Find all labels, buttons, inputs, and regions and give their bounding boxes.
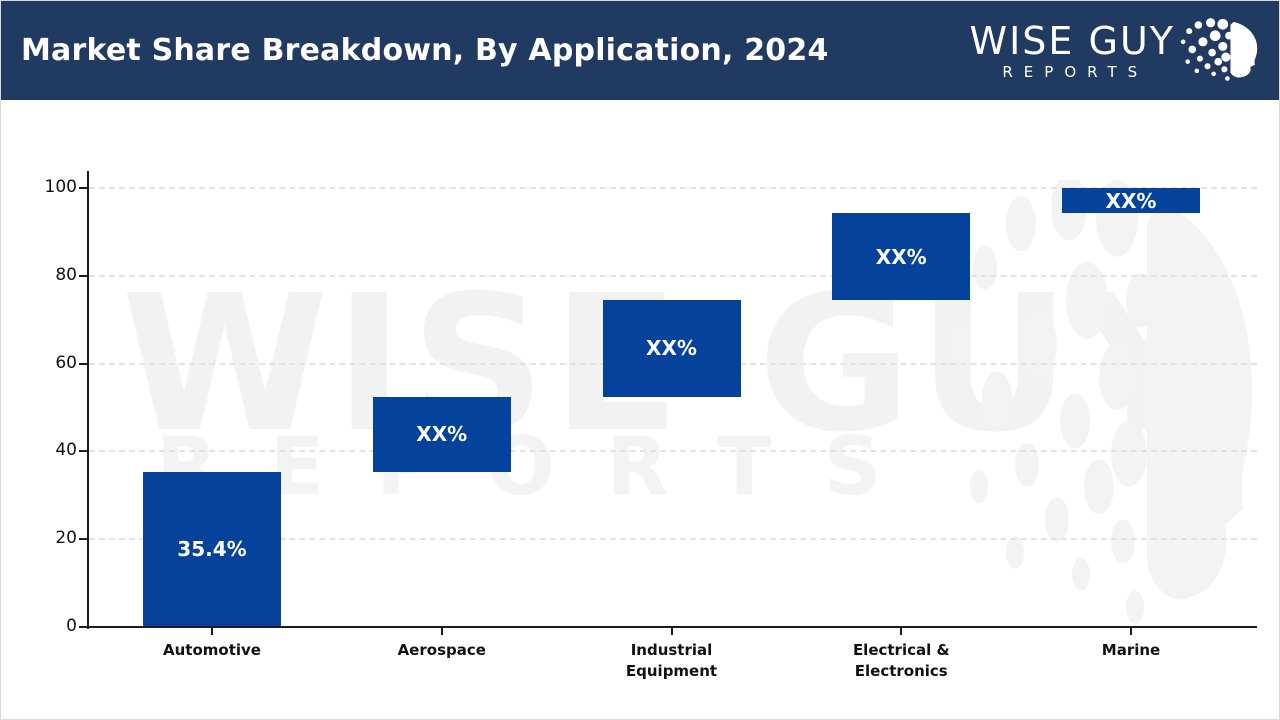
x-label-automotive: Automotive	[163, 641, 261, 659]
y-tick-40	[79, 450, 89, 453]
x-label-aerospace: Aerospace	[397, 641, 486, 659]
logo-head-icon	[1180, 17, 1258, 81]
x-label-marine: Marine	[1101, 641, 1161, 659]
y-tick-label-20: 20	[55, 528, 77, 549]
y-axis-spine	[87, 171, 89, 629]
x-tick-aerospace	[440, 628, 443, 635]
x-tick-electrical-electronics	[900, 628, 903, 635]
y-tick-label-80: 80	[55, 264, 77, 285]
y-tick-label-100: 100	[44, 177, 77, 197]
gridline-80	[89, 274, 1257, 277]
x-tick-automotive	[211, 628, 213, 635]
x-tick-marine	[1130, 628, 1132, 635]
bar-value-label: XX%	[646, 336, 697, 361]
y-tick-0	[79, 626, 89, 628]
bar-marine: XX%	[1062, 188, 1200, 214]
chart-canvas: WISE GUY REPORTS 0 20 40 60 80 100 35.4% Automo…	[1, 100, 1279, 719]
header: Market Share Breakdown, By Application, …	[1, 1, 1279, 100]
logo-wordmark: WISE GUY	[969, 18, 1175, 63]
logo-text: WISE GUY REPORTS	[970, 21, 1175, 81]
gridline-40	[89, 450, 1257, 453]
gridline-100	[89, 187, 1257, 189]
y-tick-label-60: 60	[55, 352, 77, 373]
y-tick-60	[79, 362, 89, 365]
bar-industrial-equipment: XX%	[602, 300, 741, 397]
gridline-20	[89, 538, 1257, 541]
y-tick-80	[79, 274, 89, 277]
x-label-industrial-equipment: Industrial Equipment	[625, 641, 718, 680]
bar-aerospace: XX%	[372, 396, 511, 472]
bar-value-label: XX%	[1105, 188, 1157, 213]
y-tick-label-40: 40	[55, 440, 77, 461]
bar-electrical-electronics: XX%	[832, 213, 971, 301]
bar-value-label: XX%	[875, 244, 927, 269]
y-tick-100	[79, 187, 89, 189]
chart-title: Market Share Breakdown, By Application, …	[21, 33, 829, 68]
bar-automotive: 35.4%	[143, 471, 281, 627]
x-axis-spine	[87, 626, 1257, 628]
wiseguy-logo: WISE GUY REPORTS	[970, 11, 1261, 91]
watermark-head-icon	[952, 180, 1253, 624]
x-tick-industrial-equipment	[670, 628, 673, 635]
y-tick-label-0: 0	[66, 616, 77, 636]
logo-subtitle: REPORTS	[1002, 62, 1149, 81]
y-tick-20	[79, 538, 89, 541]
bar-value-label: 35.4%	[177, 537, 247, 562]
x-label-electrical-electronics: Electrical & Electronics	[852, 641, 950, 680]
bar-value-label: XX%	[416, 422, 468, 447]
